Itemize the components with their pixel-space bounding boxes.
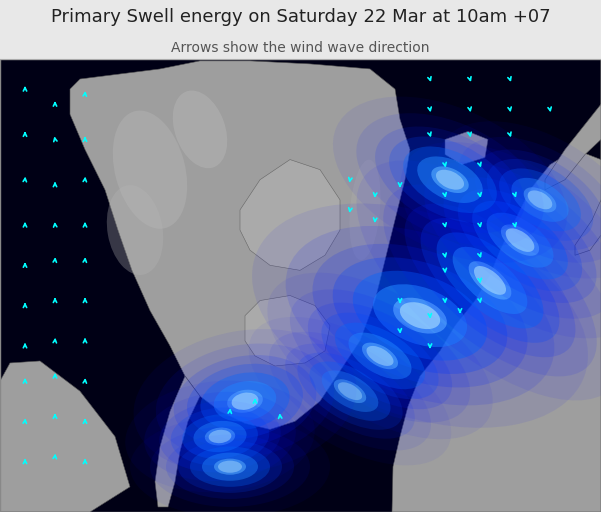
Ellipse shape: [269, 332, 431, 451]
Ellipse shape: [362, 343, 398, 369]
Ellipse shape: [424, 162, 601, 318]
Ellipse shape: [403, 146, 497, 213]
Ellipse shape: [338, 382, 362, 400]
Polygon shape: [575, 200, 601, 255]
Ellipse shape: [133, 329, 356, 474]
Ellipse shape: [349, 333, 412, 379]
Ellipse shape: [393, 297, 447, 334]
Polygon shape: [445, 132, 488, 165]
Ellipse shape: [290, 289, 470, 422]
Ellipse shape: [285, 344, 415, 439]
Ellipse shape: [417, 157, 483, 203]
Ellipse shape: [334, 379, 366, 403]
Ellipse shape: [389, 137, 511, 223]
Ellipse shape: [404, 204, 575, 357]
Ellipse shape: [187, 364, 303, 439]
Ellipse shape: [322, 370, 379, 412]
Ellipse shape: [252, 203, 588, 428]
Ellipse shape: [190, 446, 270, 487]
Ellipse shape: [113, 111, 187, 229]
Ellipse shape: [171, 408, 269, 465]
Polygon shape: [390, 59, 601, 512]
Ellipse shape: [505, 228, 534, 252]
Ellipse shape: [353, 271, 487, 360]
Ellipse shape: [125, 381, 315, 492]
Polygon shape: [0, 361, 130, 512]
Ellipse shape: [166, 435, 294, 499]
Ellipse shape: [335, 323, 425, 389]
Polygon shape: [70, 61, 410, 430]
Polygon shape: [545, 104, 601, 190]
Ellipse shape: [444, 177, 597, 303]
Ellipse shape: [523, 187, 557, 212]
Ellipse shape: [487, 212, 554, 268]
Ellipse shape: [231, 393, 258, 410]
Ellipse shape: [150, 426, 310, 507]
Ellipse shape: [227, 390, 263, 413]
Ellipse shape: [475, 150, 601, 250]
Ellipse shape: [308, 303, 452, 409]
Ellipse shape: [182, 414, 258, 459]
Ellipse shape: [205, 428, 235, 445]
Ellipse shape: [209, 430, 231, 443]
Ellipse shape: [458, 137, 601, 263]
Ellipse shape: [367, 346, 394, 366]
Ellipse shape: [285, 226, 554, 406]
Ellipse shape: [487, 159, 593, 241]
Ellipse shape: [511, 178, 569, 222]
Ellipse shape: [214, 459, 246, 475]
Ellipse shape: [458, 189, 582, 291]
Ellipse shape: [173, 91, 227, 168]
Text: Primary Swell energy on Saturday 22 Mar at 10am +07: Primary Swell energy on Saturday 22 Mar …: [50, 8, 551, 26]
Ellipse shape: [356, 160, 601, 400]
Ellipse shape: [499, 168, 581, 231]
Ellipse shape: [421, 218, 560, 343]
Ellipse shape: [178, 440, 282, 493]
Ellipse shape: [130, 416, 330, 512]
Ellipse shape: [322, 313, 439, 399]
Ellipse shape: [267, 273, 493, 439]
Ellipse shape: [400, 302, 440, 329]
Ellipse shape: [333, 97, 567, 263]
Ellipse shape: [356, 113, 544, 246]
Ellipse shape: [218, 461, 242, 473]
Ellipse shape: [349, 160, 380, 260]
Ellipse shape: [501, 224, 539, 256]
Ellipse shape: [375, 126, 525, 233]
Polygon shape: [155, 376, 200, 507]
Polygon shape: [240, 160, 340, 270]
Ellipse shape: [373, 284, 467, 347]
Ellipse shape: [472, 201, 568, 280]
Ellipse shape: [194, 421, 246, 452]
Ellipse shape: [202, 453, 258, 481]
Ellipse shape: [214, 381, 276, 421]
Ellipse shape: [383, 184, 597, 376]
Ellipse shape: [436, 170, 464, 189]
Ellipse shape: [453, 247, 527, 314]
Ellipse shape: [469, 261, 511, 300]
Ellipse shape: [310, 361, 391, 421]
Polygon shape: [430, 376, 601, 512]
Ellipse shape: [313, 244, 528, 388]
Ellipse shape: [174, 355, 316, 447]
Polygon shape: [0, 59, 601, 512]
Ellipse shape: [107, 185, 163, 275]
Ellipse shape: [438, 121, 601, 279]
Ellipse shape: [400, 142, 601, 338]
Ellipse shape: [333, 258, 507, 374]
Ellipse shape: [528, 190, 552, 209]
Ellipse shape: [159, 401, 281, 472]
Ellipse shape: [144, 392, 296, 481]
Ellipse shape: [200, 372, 290, 430]
Ellipse shape: [156, 344, 334, 459]
Text: Arrows show the wind wave direction: Arrows show the wind wave direction: [171, 41, 430, 55]
Ellipse shape: [474, 266, 506, 295]
Polygon shape: [245, 295, 330, 366]
Ellipse shape: [297, 353, 403, 430]
Ellipse shape: [432, 166, 469, 193]
Ellipse shape: [436, 232, 543, 328]
